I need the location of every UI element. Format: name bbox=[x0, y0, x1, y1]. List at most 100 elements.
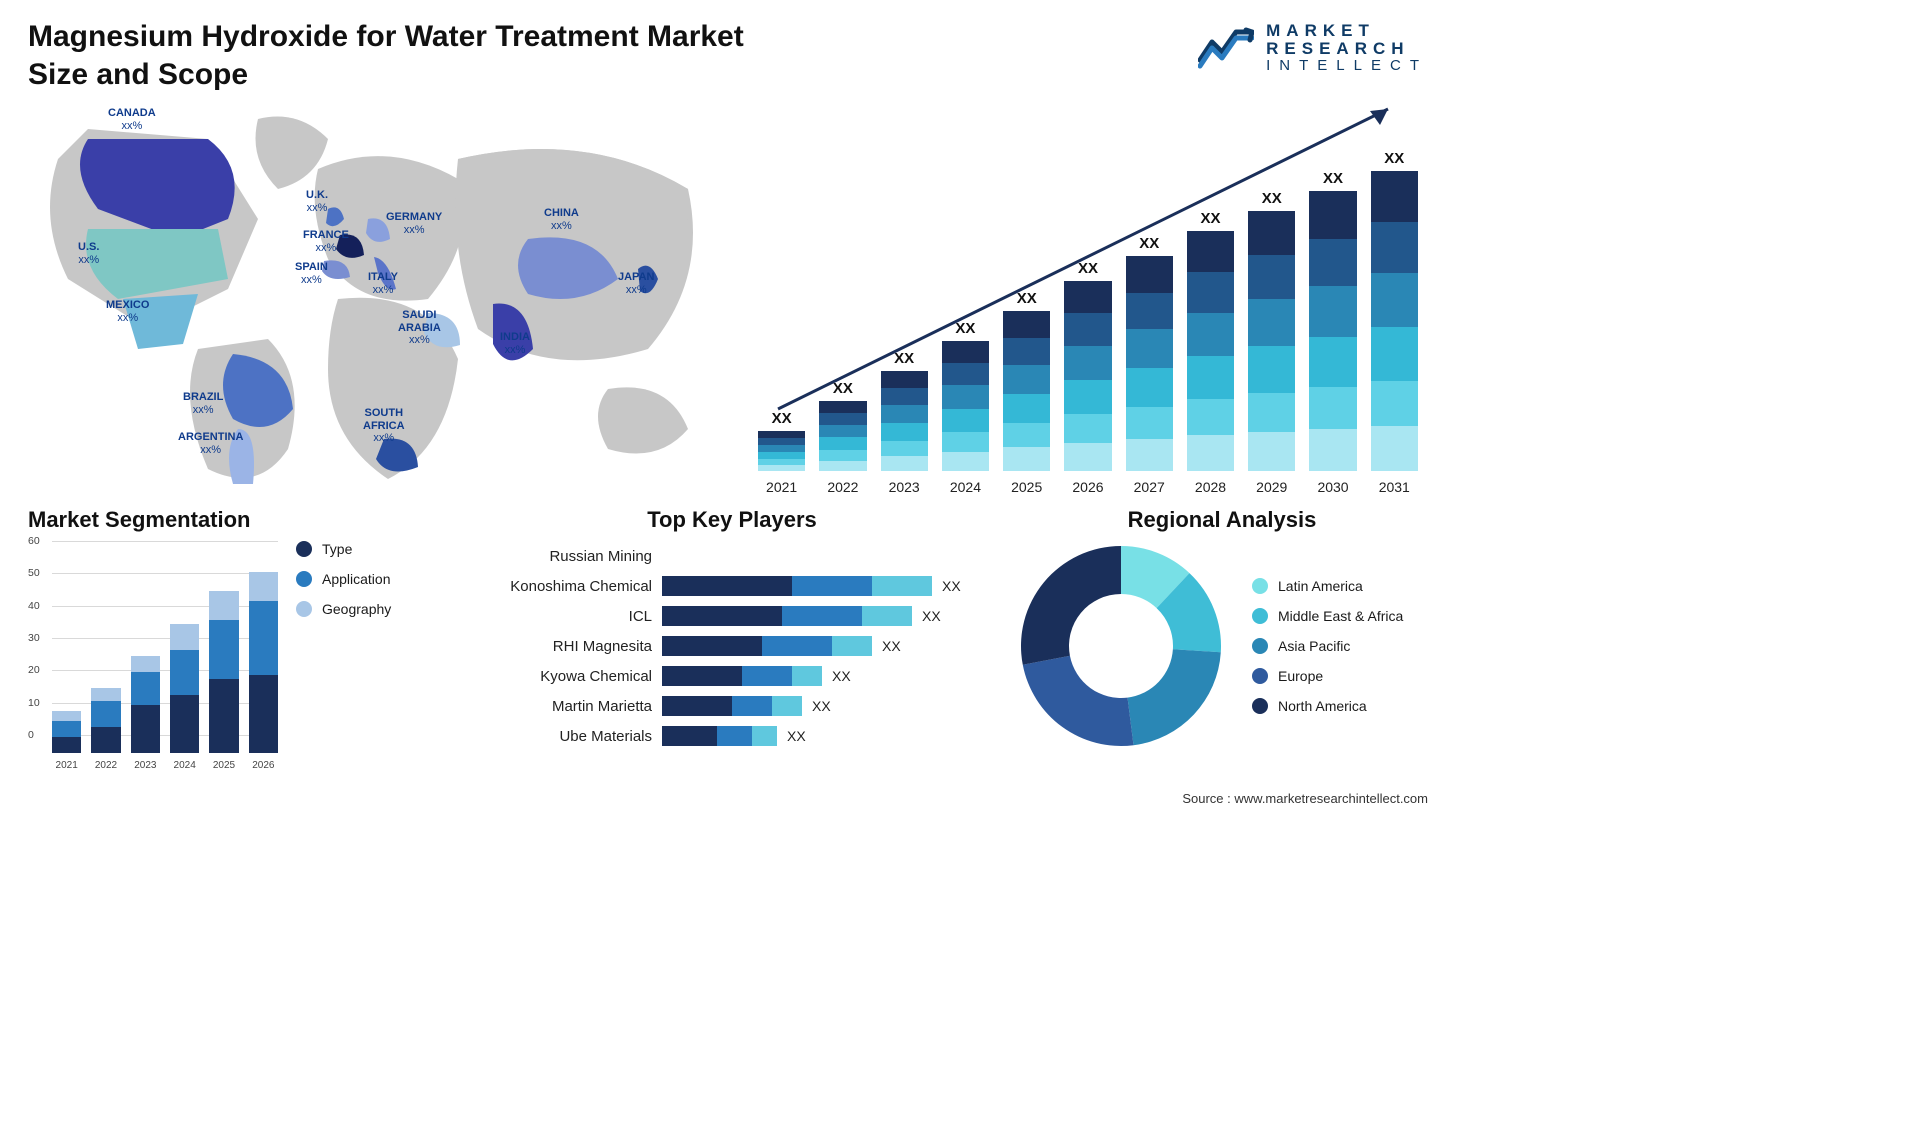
legend-item: Latin America bbox=[1252, 578, 1403, 594]
segmentation-panel: Market Segmentation 01020304050602021202… bbox=[28, 507, 448, 797]
legend-swatch bbox=[1252, 578, 1268, 594]
trend-year-label: 2021 bbox=[758, 479, 805, 495]
map-label: FRANCExx% bbox=[303, 229, 349, 254]
player-bar bbox=[662, 666, 822, 686]
trend-bar: XX bbox=[942, 320, 989, 471]
legend-swatch bbox=[1252, 608, 1268, 624]
donut-chart bbox=[1016, 541, 1226, 751]
trend-bar: XX bbox=[1248, 190, 1295, 471]
logo-icon bbox=[1198, 26, 1254, 70]
source-text: Source : www.marketresearchintellect.com bbox=[1182, 791, 1428, 806]
seg-bar bbox=[209, 591, 238, 753]
seg-ytick: 20 bbox=[28, 664, 40, 676]
donut-slice bbox=[1023, 656, 1134, 746]
map-label: ITALYxx% bbox=[368, 271, 398, 296]
seg-bar bbox=[170, 624, 199, 753]
seg-ytick: 0 bbox=[28, 729, 34, 741]
trend-bar-label: XX bbox=[833, 380, 853, 397]
trend-year-label: 2028 bbox=[1187, 479, 1234, 495]
player-name: Kyowa Chemical bbox=[482, 668, 652, 685]
seg-year-label: 2026 bbox=[252, 760, 274, 771]
legend-item: Europe bbox=[1252, 668, 1403, 684]
player-value: XX bbox=[942, 578, 961, 594]
trend-bar-label: XX bbox=[1200, 210, 1220, 227]
legend-item: Middle East & Africa bbox=[1252, 608, 1403, 624]
seg-ytick: 10 bbox=[28, 697, 40, 709]
trend-year-label: 2026 bbox=[1064, 479, 1111, 495]
player-value: XX bbox=[922, 608, 941, 624]
map-label: U.K.xx% bbox=[306, 189, 328, 214]
player-row: Martin MariettaXX bbox=[482, 691, 982, 721]
map-label: SOUTHAFRICAxx% bbox=[363, 407, 405, 445]
trend-bar-label: XX bbox=[1262, 190, 1282, 207]
trend-bar: XX bbox=[758, 410, 805, 471]
legend-label: Type bbox=[322, 541, 352, 557]
map-label: JAPANxx% bbox=[618, 271, 654, 296]
legend-swatch bbox=[1252, 698, 1268, 714]
seg-year-label: 2025 bbox=[213, 760, 235, 771]
trend-bar-label: XX bbox=[772, 410, 792, 427]
map-label: U.S.xx% bbox=[78, 241, 99, 266]
trend-year-label: 2023 bbox=[881, 479, 928, 495]
player-value: XX bbox=[832, 668, 851, 684]
legend-item: North America bbox=[1252, 698, 1403, 714]
seg-ytick: 60 bbox=[28, 535, 40, 547]
page-title: Magnesium Hydroxide for Water Treatment … bbox=[28, 18, 808, 93]
seg-ytick: 40 bbox=[28, 600, 40, 612]
legend-label: Latin America bbox=[1278, 578, 1363, 594]
key-players-title: Top Key Players bbox=[482, 507, 982, 533]
player-bar bbox=[662, 636, 872, 656]
player-row: Kyowa Chemical XX bbox=[482, 661, 982, 691]
legend-swatch bbox=[296, 571, 312, 587]
trend-bar: XX bbox=[1126, 235, 1173, 471]
map-label: SAUDIARABIAxx% bbox=[398, 309, 441, 347]
seg-bar bbox=[131, 656, 160, 753]
donut-slice bbox=[1021, 546, 1121, 665]
segmentation-legend: Type Application Geography bbox=[296, 541, 391, 771]
world-map: CANADAxx%U.S.xx%MEXICOxx%BRAZILxx%ARGENT… bbox=[28, 99, 728, 499]
trend-bar-label: XX bbox=[894, 350, 914, 367]
player-name: Ube Materials bbox=[482, 728, 652, 745]
player-bar bbox=[662, 726, 777, 746]
legend-item: Asia Pacific bbox=[1252, 638, 1403, 654]
trend-year-label: 2029 bbox=[1248, 479, 1295, 495]
player-value: XX bbox=[787, 728, 806, 744]
trend-bar: XX bbox=[1371, 150, 1418, 471]
player-bar bbox=[662, 696, 802, 716]
player-bar bbox=[662, 576, 932, 596]
player-row: ICLXX bbox=[482, 601, 982, 631]
legend-label: Geography bbox=[322, 601, 391, 617]
segmentation-chart: 0102030405060202120222023202420252026 bbox=[28, 541, 278, 771]
map-label: GERMANYxx% bbox=[386, 211, 442, 236]
seg-bar bbox=[52, 711, 81, 753]
player-value: XX bbox=[812, 698, 831, 714]
seg-year-label: 2022 bbox=[95, 760, 117, 771]
seg-year-label: 2023 bbox=[134, 760, 156, 771]
regional-legend: Latin America Middle East & Africa Asia Pa… bbox=[1252, 578, 1403, 714]
trend-year-label: 2030 bbox=[1309, 479, 1356, 495]
player-name: Russian Mining bbox=[482, 548, 652, 565]
trend-bar-label: XX bbox=[1017, 290, 1037, 307]
trend-bar: XX bbox=[881, 350, 928, 471]
seg-bar bbox=[249, 572, 278, 753]
seg-bar bbox=[91, 688, 120, 753]
trend-bar: XX bbox=[1187, 210, 1234, 471]
legend-label: Europe bbox=[1278, 668, 1323, 684]
trend-year-label: 2031 bbox=[1371, 479, 1418, 495]
map-label: MEXICOxx% bbox=[106, 299, 149, 324]
map-label: INDIAxx% bbox=[500, 331, 530, 356]
legend-swatch bbox=[1252, 638, 1268, 654]
player-row: Konoshima ChemicalXX bbox=[482, 571, 982, 601]
player-bar bbox=[662, 606, 912, 626]
trend-bar: XX bbox=[1003, 290, 1050, 471]
logo-line3: INTELLECT bbox=[1266, 58, 1428, 74]
regional-title: Regional Analysis bbox=[1016, 507, 1428, 533]
trend-bar-label: XX bbox=[955, 320, 975, 337]
trend-bar-label: XX bbox=[1078, 260, 1098, 277]
legend-item: Type bbox=[296, 541, 391, 557]
trend-bar: XX bbox=[819, 380, 866, 471]
legend-item: Application bbox=[296, 571, 391, 587]
trend-bar: XX bbox=[1064, 260, 1111, 471]
player-row: RHI MagnesitaXX bbox=[482, 631, 982, 661]
trend-bar-label: XX bbox=[1323, 170, 1343, 187]
